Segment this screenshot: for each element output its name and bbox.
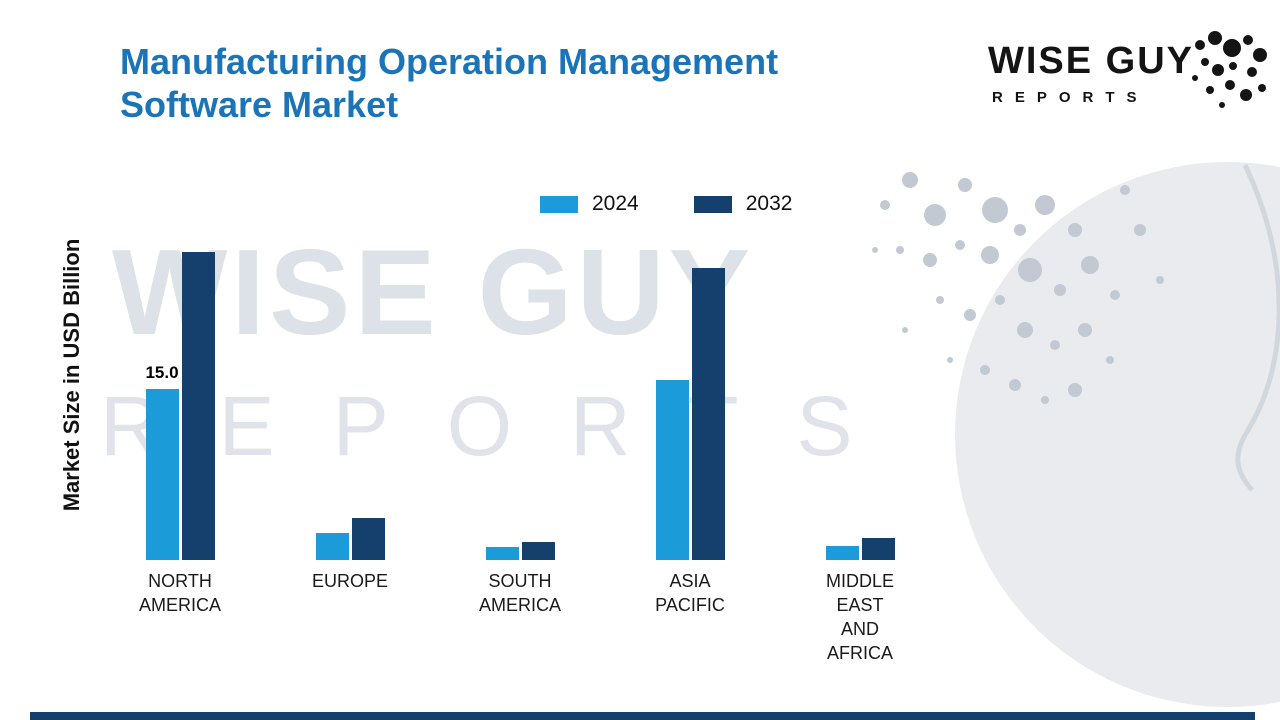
bars-middle-east-and-africa — [825, 538, 895, 560]
bar-2024-middle-east-and-africa — [825, 546, 859, 560]
bars-europe — [315, 518, 385, 560]
bars-asia-pacific — [655, 268, 725, 560]
watermark-wiseguy: WISE GUY — [112, 224, 755, 360]
legend-item-2032: 2032 — [693, 192, 793, 216]
plot-area: 15.0 NORTH AMERICA EUROPE SOUTH AMERICA ASIA… — [105, 218, 935, 663]
bar-2032-europe — [351, 518, 385, 560]
legend-item-2024: 2024 — [540, 192, 639, 216]
bar-2032-asia-pacific — [691, 268, 725, 560]
category-label-asia-pacific: ASIA PACIFIC — [655, 571, 725, 615]
bar-group-north-america: 15.0 NORTH AMERICA — [105, 218, 255, 615]
bar-group-south-america: SOUTH AMERICA — [445, 218, 595, 615]
wise-guy-reports-logo: WISE GUY REPORTS — [988, 40, 1194, 106]
legend-swatch-2032 — [693, 195, 732, 213]
bar-group-middle-east-and-africa: MIDDLE EAST AND AFRICA — [785, 218, 935, 663]
bar-group-europe: EUROPE — [275, 218, 425, 591]
bar-2032-north-america — [181, 252, 215, 560]
legend-label-2024: 2024 — [592, 192, 639, 215]
bar-2024-asia-pacific — [655, 380, 689, 560]
legend-swatch-2024 — [540, 195, 578, 213]
bars-south-america — [485, 542, 555, 560]
head-circle-decoration — [955, 162, 1280, 707]
bar-2024-north-america: 15.0 — [145, 363, 179, 560]
page-title: Manufacturing Operation Management Softw… — [120, 41, 779, 126]
y-axis-label: Market Size in USD Billion — [59, 238, 84, 512]
category-label-north-america: NORTH AMERICA — [138, 571, 221, 615]
legend-label-2032: 2032 — [745, 192, 793, 215]
watermark-reports: REPORTS — [100, 379, 911, 473]
bar-2024-south-america — [485, 547, 519, 560]
category-label-south-america: SOUTH AMERICA — [478, 571, 561, 615]
bar-group-asia-pacific: ASIA PACIFIC — [615, 218, 765, 615]
bar-2032-south-america — [521, 542, 555, 560]
bar-2032-middle-east-and-africa — [861, 538, 895, 560]
category-label-middle-east-and-africa: MIDDLE EAST AND AFRICA — [825, 571, 894, 663]
category-label-europe: EUROPE — [311, 571, 389, 591]
logo-head-dots — [1192, 31, 1267, 108]
logo-reports-text: REPORTS — [992, 89, 1149, 106]
footer-accent-bar — [30, 712, 1255, 720]
legend: 2024 2032 — [540, 192, 792, 216]
bars-north-america: 15.0 — [145, 252, 215, 560]
logo-name: WISE GUY — [988, 40, 1195, 82]
bar-value-label: 15.0 — [145, 363, 179, 382]
bar-2024-europe — [315, 533, 349, 560]
